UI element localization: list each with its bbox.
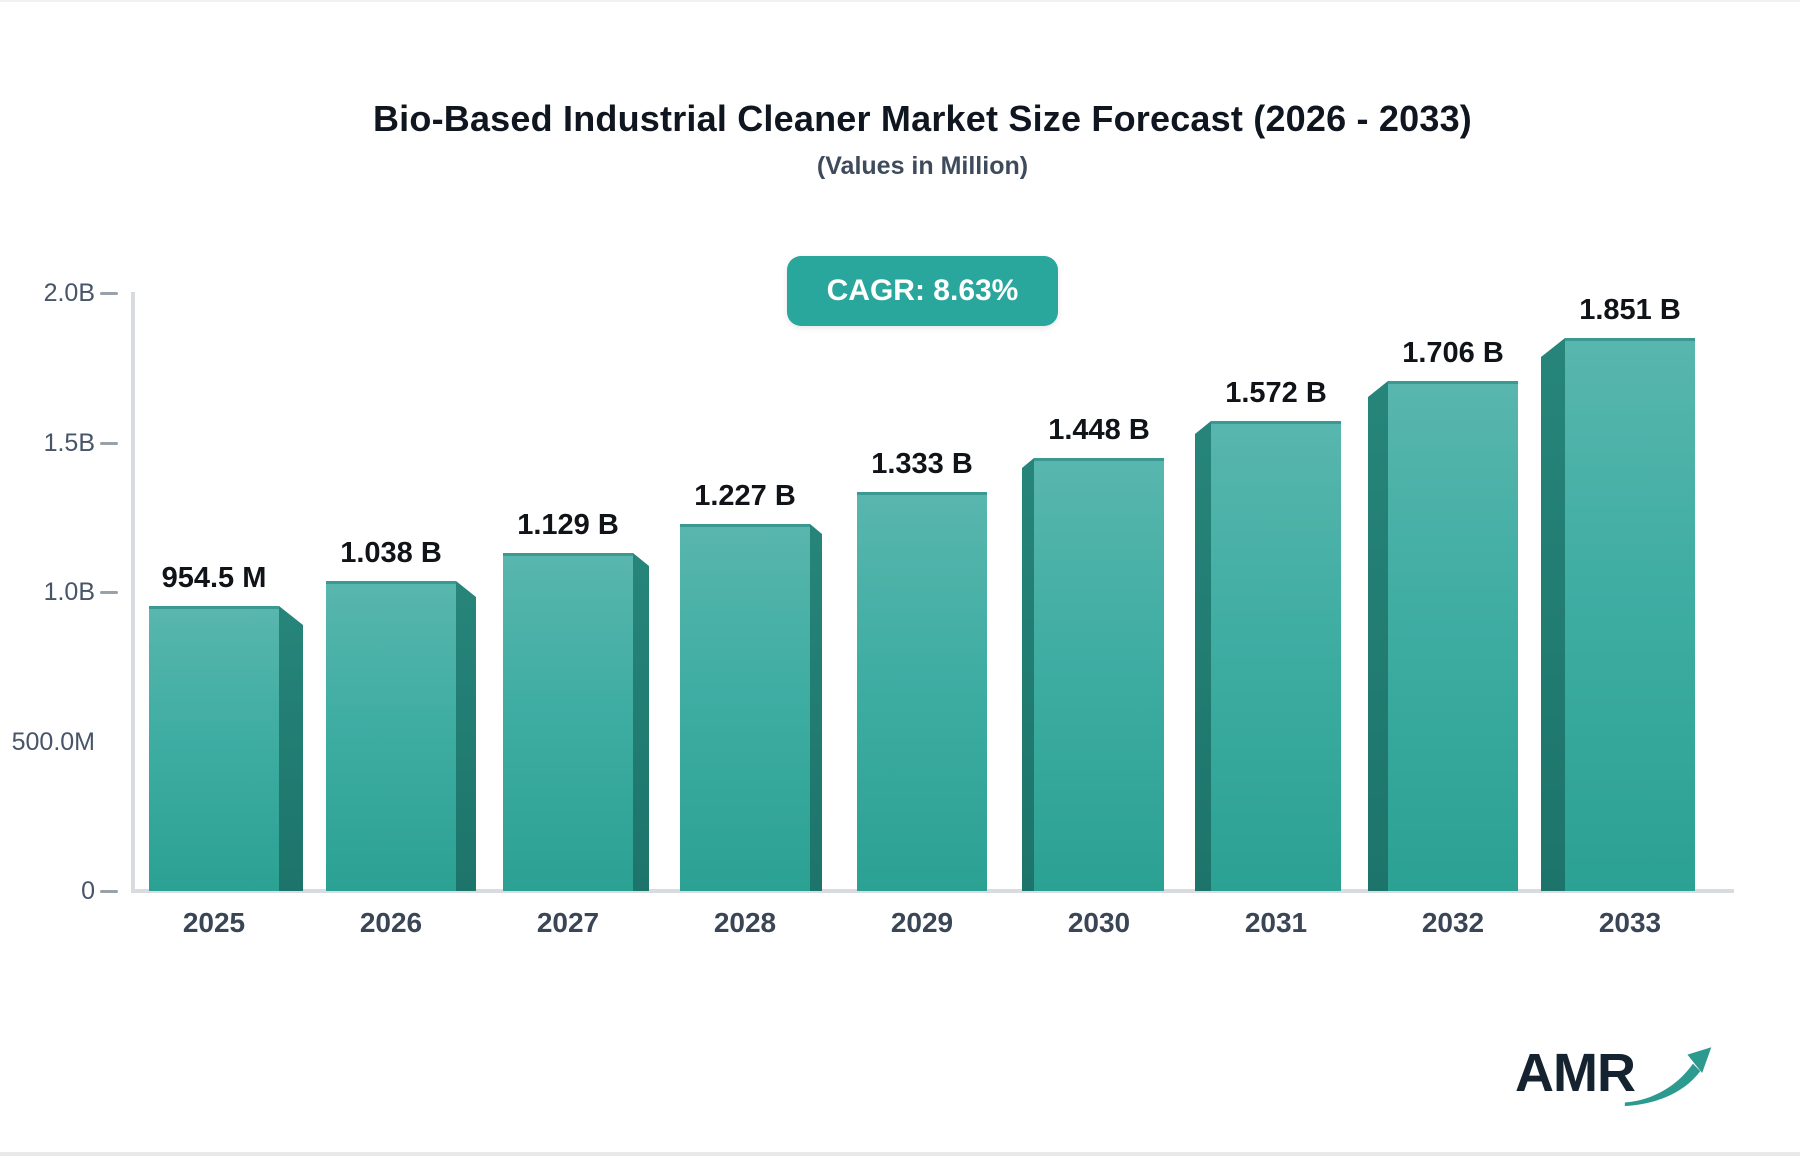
x-axis-label-2028: 2028 (713, 907, 777, 938)
bar-value-label: 1.129 B (517, 509, 619, 541)
x-axis-label-2031: 2031 (1244, 907, 1308, 938)
y-axis-tick-dash (100, 292, 118, 295)
bar-2032 (1388, 381, 1518, 891)
bar-value-label: 1.572 B (1225, 377, 1327, 409)
y-axis-tick-dash (100, 890, 118, 893)
bar-2031 (1211, 421, 1341, 891)
y-axis-tick-dash (100, 591, 118, 594)
y-axis-tick-dash (100, 441, 118, 445)
y-axis-tick-label: 1.5B (43, 428, 95, 457)
x-axis-line (131, 889, 1734, 893)
bar-2033 (1565, 338, 1695, 891)
bar-value-label: 1.333 B (871, 448, 973, 480)
bar-3d-side (1541, 338, 1565, 891)
bar-value-label: 1.038 B (340, 537, 442, 569)
chart-title: Bio-Based Industrial Cleaner Market Size… (372, 98, 1473, 139)
x-axis-label-2025: 2025 (182, 907, 246, 938)
bar-value-label: 1.851 B (1579, 294, 1681, 326)
bar-2028 (680, 524, 810, 891)
bar-3d-side (1022, 458, 1034, 891)
y-axis-tick-label: 0 (81, 877, 95, 905)
bar-3d-side (279, 606, 303, 891)
bar-2025 (149, 606, 279, 891)
bar-3d-side (810, 524, 822, 891)
cagr-badge: CAGR: 8.63% (786, 256, 1059, 326)
bar-3d-side (633, 553, 649, 891)
bar-value-label: 1.706 B (1402, 337, 1504, 369)
cagr-badge-row: CAGR: 8.63% (40, 256, 1800, 326)
bar-2027 (503, 553, 633, 891)
bar-value-label: 954.5 M (161, 562, 267, 594)
x-axis-label-2033: 2033 (1598, 907, 1662, 938)
bar-3d-side (1368, 381, 1388, 891)
chart-subtitle: (Values in Million) (816, 152, 1029, 180)
bar-3d-side (1195, 421, 1211, 891)
bar-3d-side (456, 581, 476, 891)
y-axis-tick-label: 2.0B (43, 279, 95, 307)
x-axis-label-2032: 2032 (1421, 907, 1485, 938)
page-bottom-edge (0, 1152, 1800, 1156)
growth-arrow-icon (1624, 1047, 1712, 1107)
bar-value-label: 1.448 B (1048, 414, 1150, 446)
bar-2029 (857, 492, 987, 891)
x-axis-label-2026: 2026 (359, 907, 423, 938)
x-axis-label-2029: 2029 (890, 907, 954, 938)
x-axis-label-2027: 2027 (536, 907, 600, 938)
y-axis-tick-label: 1.0B (43, 578, 95, 606)
bar-2026 (326, 581, 456, 891)
y-axis-line (131, 292, 135, 893)
y-axis-tick-label: 500.0M (11, 727, 95, 756)
bar-2030 (1034, 458, 1164, 891)
x-axis-label-2030: 2030 (1067, 907, 1131, 938)
bar-value-label: 1.227 B (694, 480, 796, 512)
amr-logo: AMR (1515, 1034, 1712, 1112)
amr-logo-text: AMR (1515, 1043, 1636, 1103)
